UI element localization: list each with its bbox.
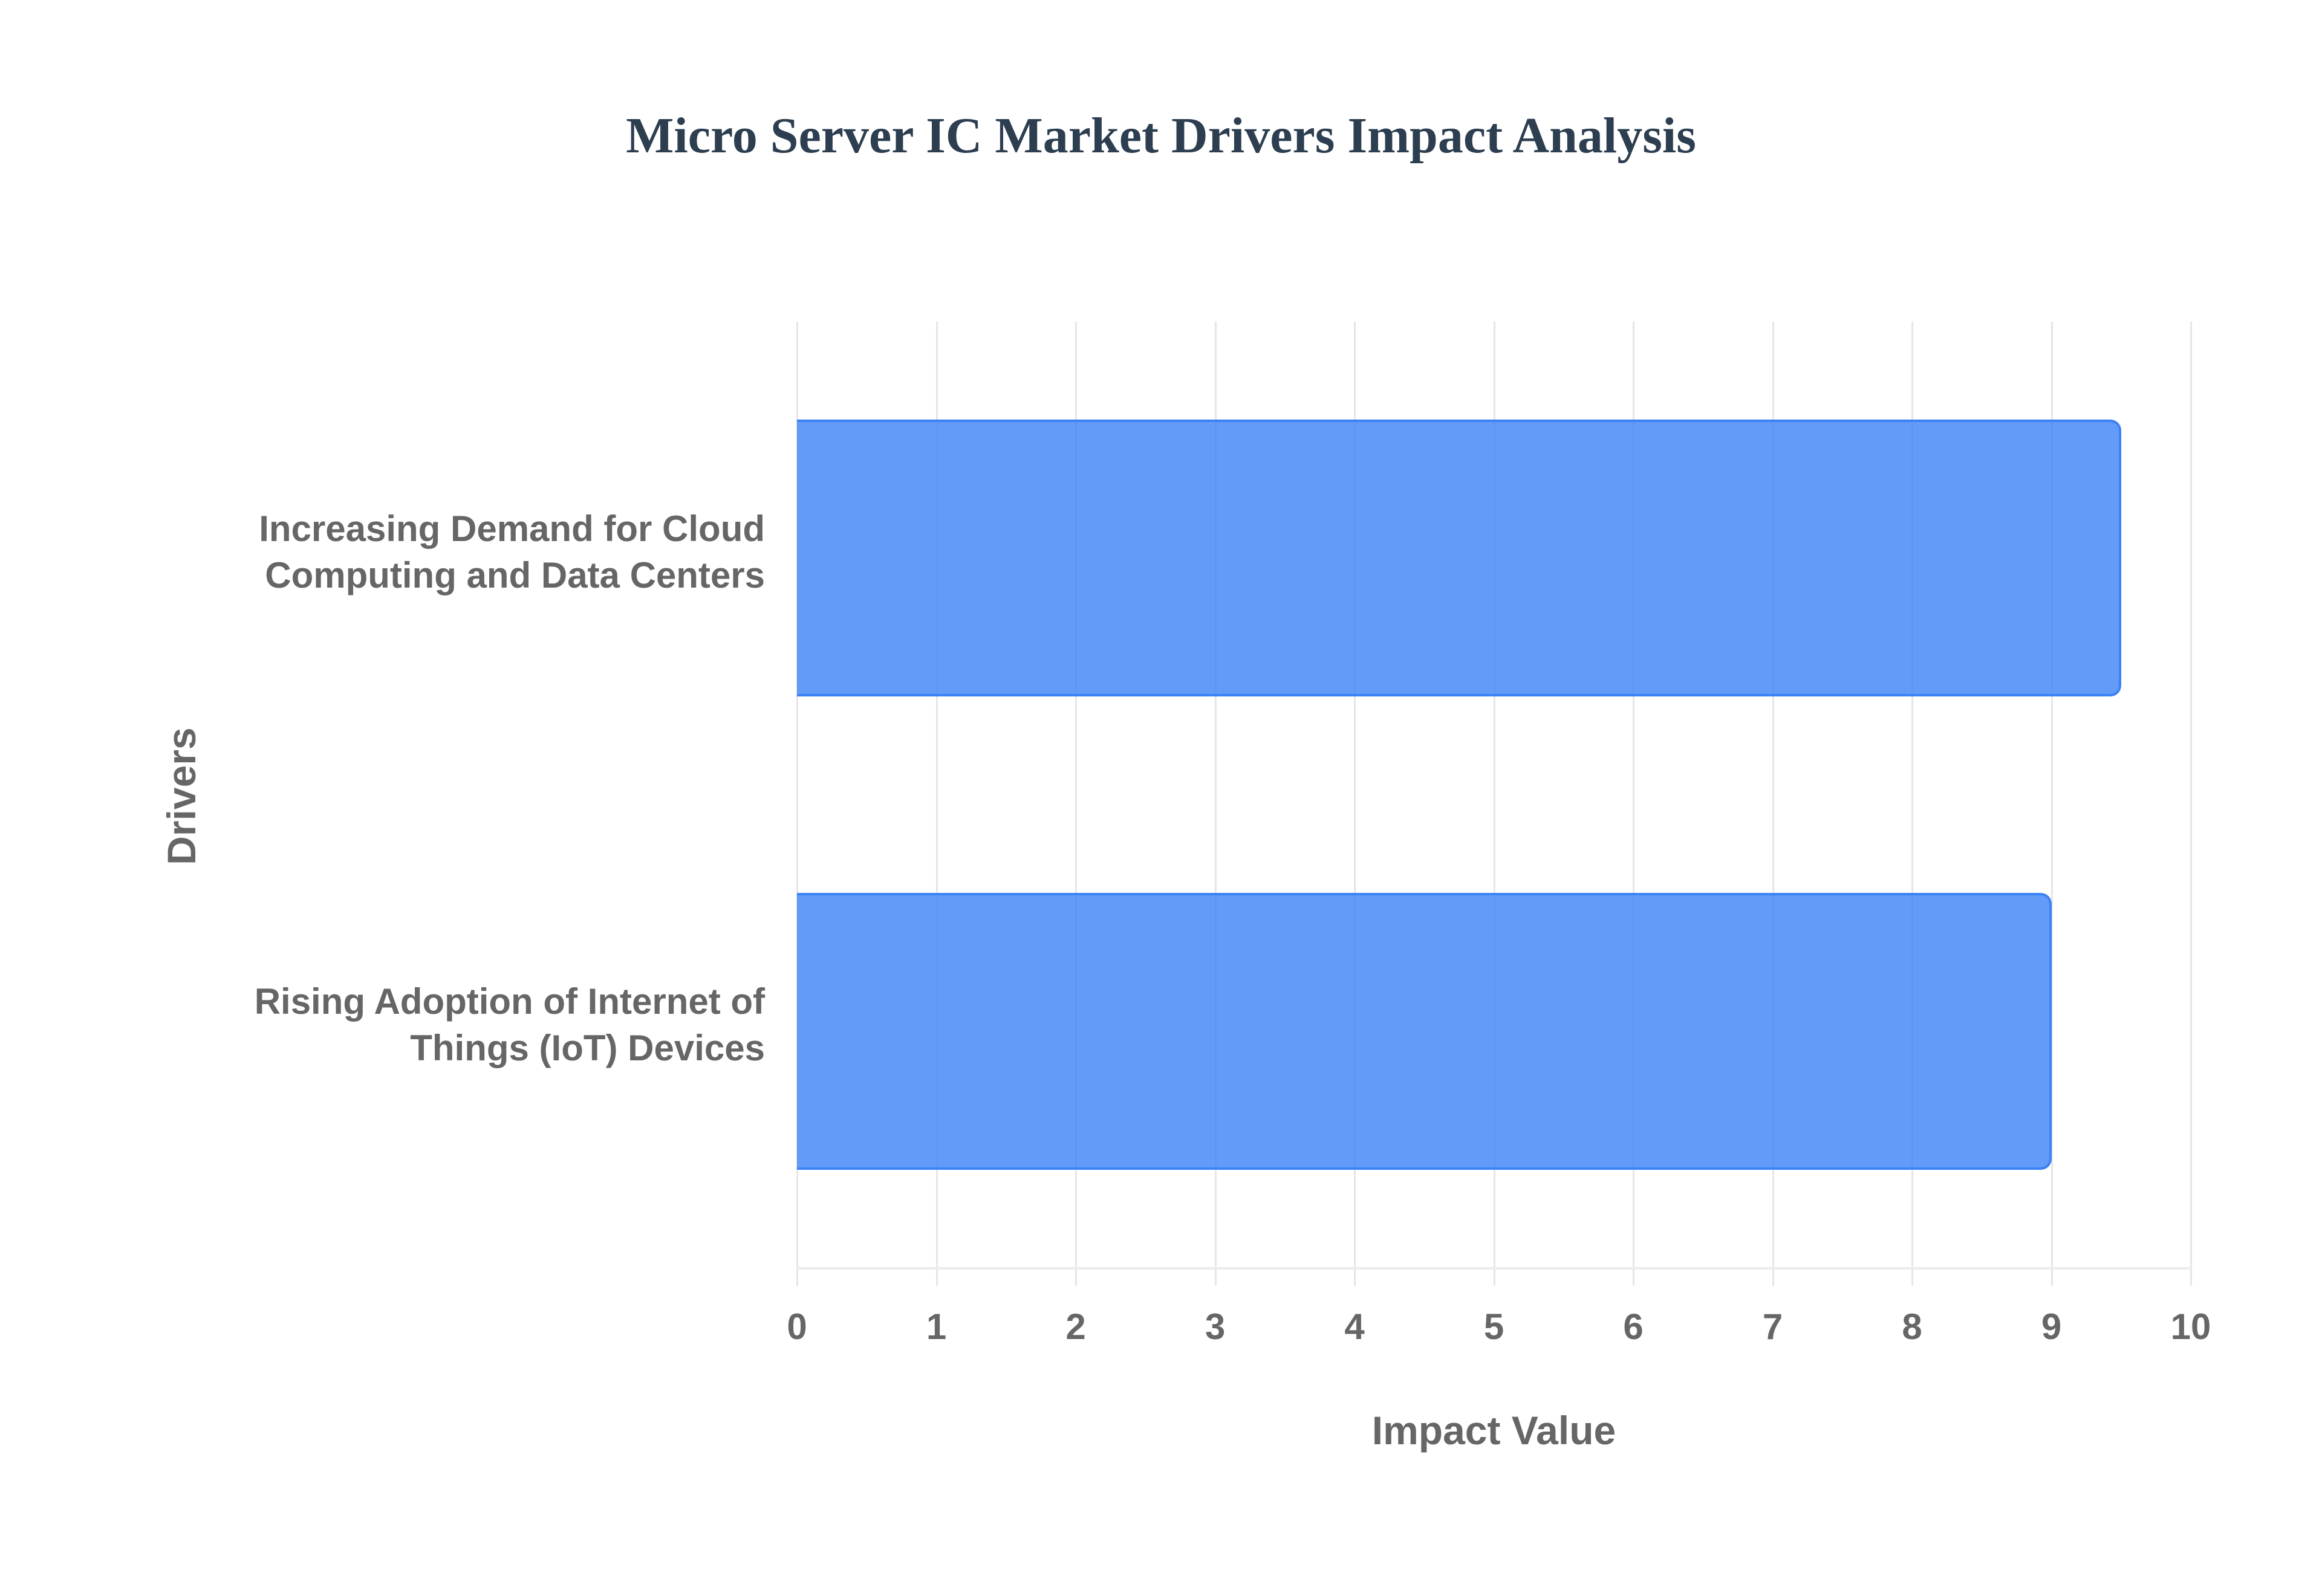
x-tick-label: 5	[1483, 1306, 1504, 1347]
category-label-line: Increasing Demand for Cloud	[259, 508, 765, 549]
x-tick-label: 3	[1205, 1306, 1226, 1347]
gridline	[1493, 322, 1495, 1286]
gridline	[1354, 322, 1356, 1286]
category-label-1: Rising Adoption of Internet of Things (I…	[100, 978, 765, 1071]
gridline	[1633, 322, 1634, 1286]
plot-area	[796, 322, 2192, 1286]
x-tick-label: 4	[1344, 1306, 1365, 1347]
x-tick-label: 8	[1902, 1306, 1922, 1347]
x-tick-label: 6	[1623, 1306, 1644, 1347]
gridline	[1911, 322, 1913, 1286]
x-tick-label: 0	[787, 1306, 807, 1347]
chart-title: Micro Server IC Market Drivers Impact An…	[626, 108, 1696, 164]
category-label-line: Computing and Data Centers	[265, 555, 765, 595]
x-tick-label: 9	[2041, 1306, 2062, 1347]
y-axis-title: Drivers	[159, 727, 204, 865]
gridline	[796, 322, 798, 1286]
gridline	[935, 322, 938, 1286]
bar[interactable]	[797, 892, 2052, 1170]
category-label-0: Increasing Demand for Cloud Computing an…	[100, 505, 765, 598]
x-tick-label: 2	[1065, 1306, 1086, 1347]
gridline	[2190, 322, 2192, 1286]
x-axis-line	[797, 1267, 2191, 1270]
x-tick-label: 1	[926, 1306, 947, 1347]
x-axis-title: Impact Value	[1371, 1408, 1616, 1453]
category-label-line: Rising Adoption of Internet of	[254, 981, 765, 1022]
gridline	[1214, 322, 1217, 1286]
gridline	[2050, 322, 2053, 1286]
gridline	[1075, 322, 1077, 1286]
bar[interactable]	[797, 420, 2121, 697]
x-tick-label: 7	[1762, 1306, 1783, 1347]
gridline	[1772, 322, 1774, 1286]
category-label-line: Things (IoT) Devices	[410, 1028, 765, 1068]
x-tick-label: 10	[2170, 1306, 2211, 1347]
